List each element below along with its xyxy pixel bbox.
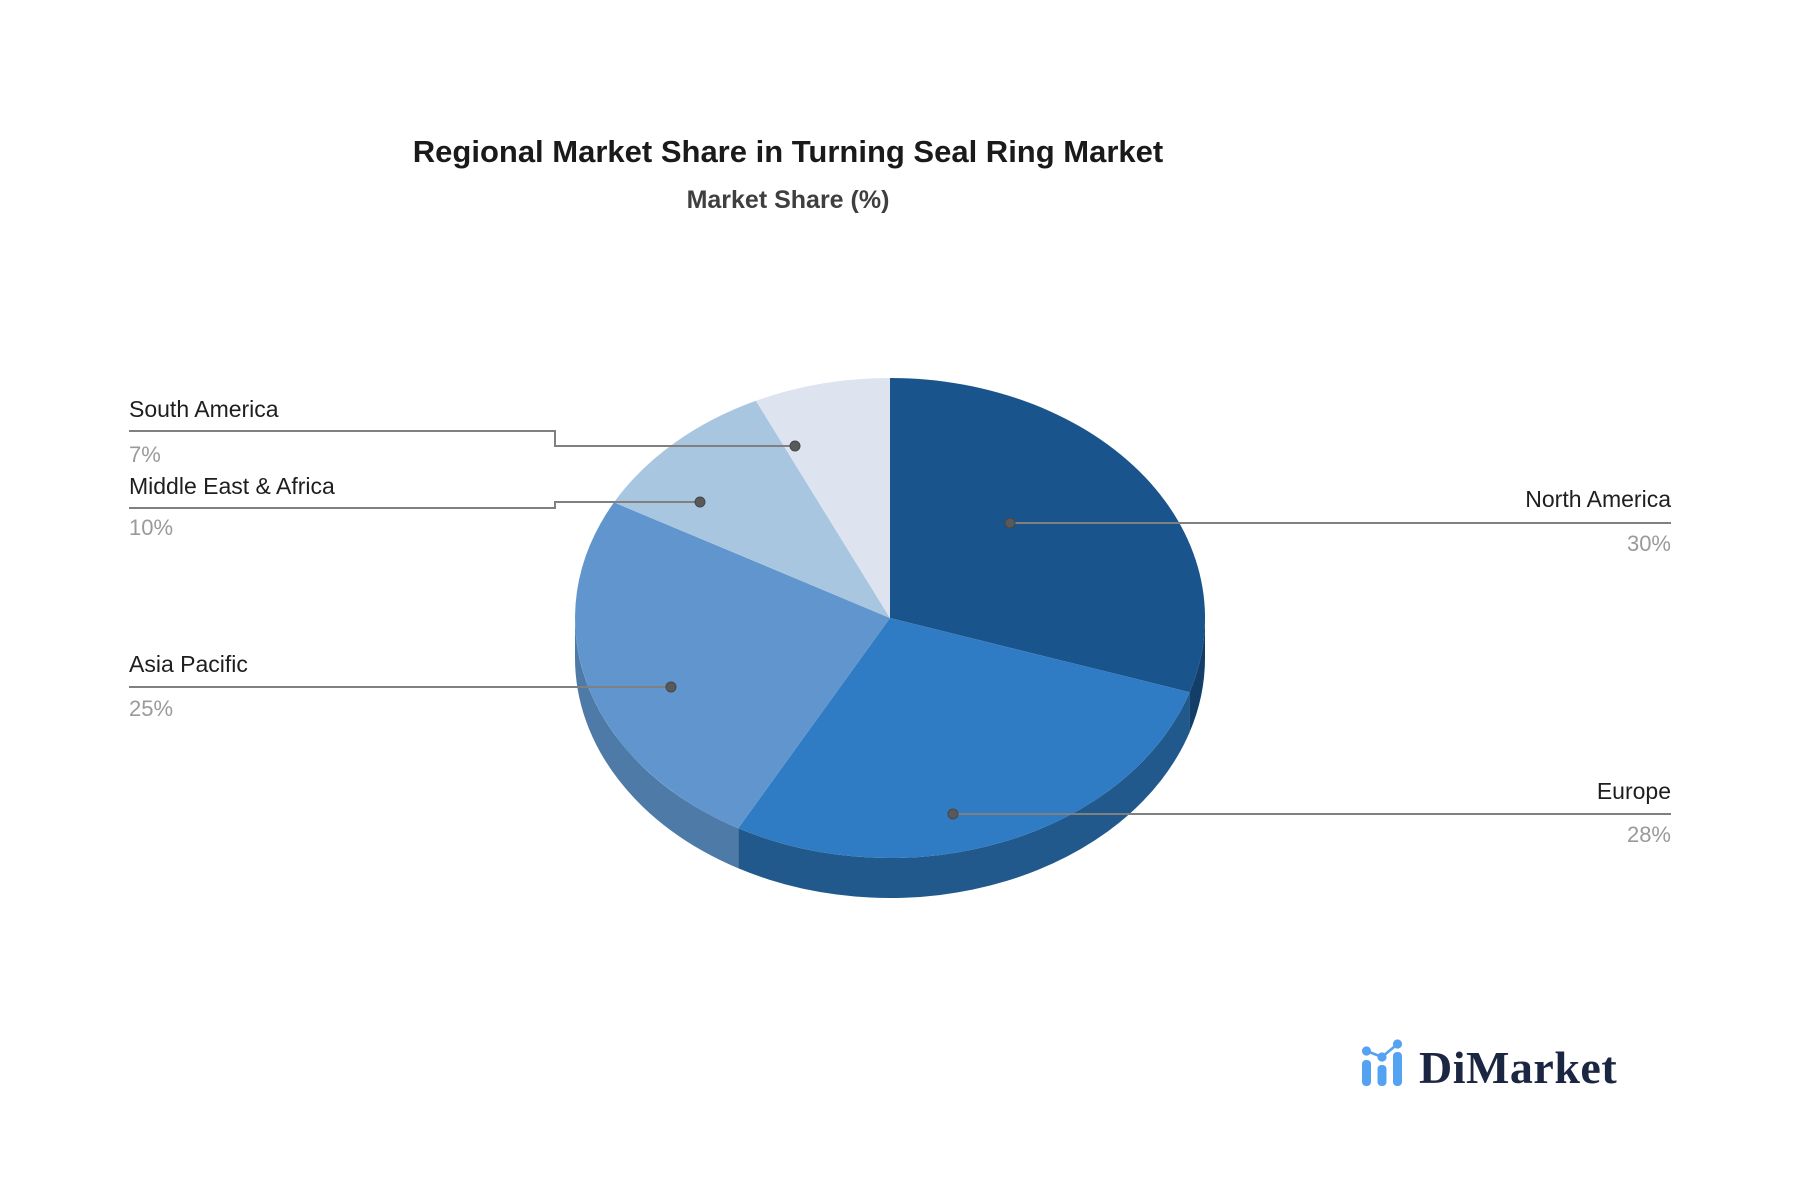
slice-value-europe: 28% (1626, 822, 1671, 847)
connector-asia-pacific (129, 681, 677, 693)
pie-slice-side-asia-pacific (574, 618, 739, 869)
connector-europe (947, 808, 1671, 820)
chart-title: Regional Market Share in Turning Seal Ri… (412, 134, 1164, 169)
connector-dot-europe (947, 808, 959, 820)
pie-slice-north-america[interactable] (890, 378, 1206, 693)
pie-slice-asia-pacific[interactable] (575, 502, 890, 829)
slice-value-north-america: 30% (1626, 531, 1671, 556)
connector-middle-east-africa (129, 496, 706, 509)
slice-label-europe: Europe (1596, 778, 1671, 804)
slice-value-south-america: 7% (129, 442, 161, 467)
brand-logo-text: DiMarket (1419, 1042, 1618, 1093)
slice-value-middle-east-africa: 10% (129, 515, 174, 540)
slice-label-north-america: North America (1525, 486, 1671, 512)
connector-dot-north-america (1004, 517, 1016, 529)
connector-dot-asia-pacific (665, 681, 677, 693)
connector-dot-south-america (789, 440, 801, 452)
pie-slice-side-north-america (1189, 618, 1205, 733)
pie-slice-side-europe (738, 692, 1190, 899)
connector-dot-middle-east-africa (694, 496, 706, 508)
connector-line-south-america (129, 430, 795, 447)
brand-logo: DiMarket (1360, 1038, 1617, 1094)
slice-label-south-america: South America (129, 396, 279, 422)
bar-chart-logo-icon (1361, 1039, 1403, 1086)
connector-south-america (129, 430, 801, 452)
chart-subtitle: Market Share (%) (686, 186, 890, 214)
connector-line-middle-east-africa (129, 501, 700, 509)
slice-label-asia-pacific: Asia Pacific (129, 651, 248, 677)
pie-slice-south-america[interactable] (755, 377, 890, 618)
connector-north-america (1004, 517, 1671, 529)
pie-slice-middle-east-africa[interactable] (614, 400, 890, 618)
pie-slice-europe[interactable] (738, 618, 1190, 859)
slice-value-asia-pacific: 25% (129, 696, 174, 721)
slice-label-middle-east-africa: Middle East & Africa (129, 473, 335, 499)
